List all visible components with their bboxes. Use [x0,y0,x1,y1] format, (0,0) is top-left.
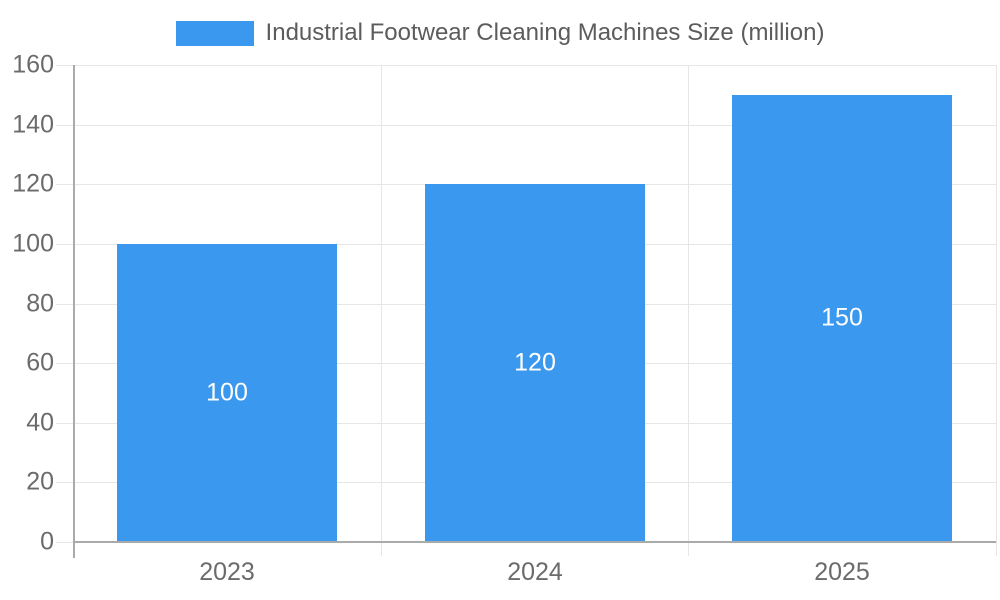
gridline-x-2 [688,65,689,556]
gridline-x-1 [381,65,382,556]
bar-2024[interactable] [425,184,645,541]
x-tick-label-2024: 2024 [507,558,563,586]
y-tick-label-60: 60 [26,348,54,377]
chart-legend: Industrial Footwear Cleaning Machines Si… [0,19,1000,47]
x-tick-label-2025: 2025 [814,558,870,586]
bar-value-label-2025: 150 [821,303,863,332]
bar-2023[interactable] [117,244,337,541]
y-tick-label-0: 0 [40,527,54,556]
gridline-y-140 [56,125,996,126]
bar-2025[interactable] [732,95,952,541]
x-tick-label-2023: 2023 [199,558,255,586]
gridline-x-3 [996,65,997,556]
y-tick-label-140: 140 [12,110,54,139]
y-tick-label-120: 120 [12,169,54,198]
y-tick-label-160: 160 [12,50,54,79]
y-tick-label-100: 100 [12,229,54,258]
legend-label: Industrial Footwear Cleaning Machines Si… [265,19,825,46]
bar-value-label-2023: 100 [206,378,248,407]
y-axis-line [73,65,75,558]
x-axis-line [73,541,996,543]
y-tick-label-20: 20 [26,467,54,496]
y-tick-label-40: 40 [26,408,54,437]
bar-value-label-2024: 120 [514,348,556,377]
gridline-y-0 [56,542,73,543]
gridline-y-160 [56,65,996,66]
y-tick-label-80: 80 [26,289,54,318]
legend-swatch-icon [175,20,254,46]
legend-item[interactable]: Industrial Footwear Cleaning Machines Si… [175,19,825,47]
